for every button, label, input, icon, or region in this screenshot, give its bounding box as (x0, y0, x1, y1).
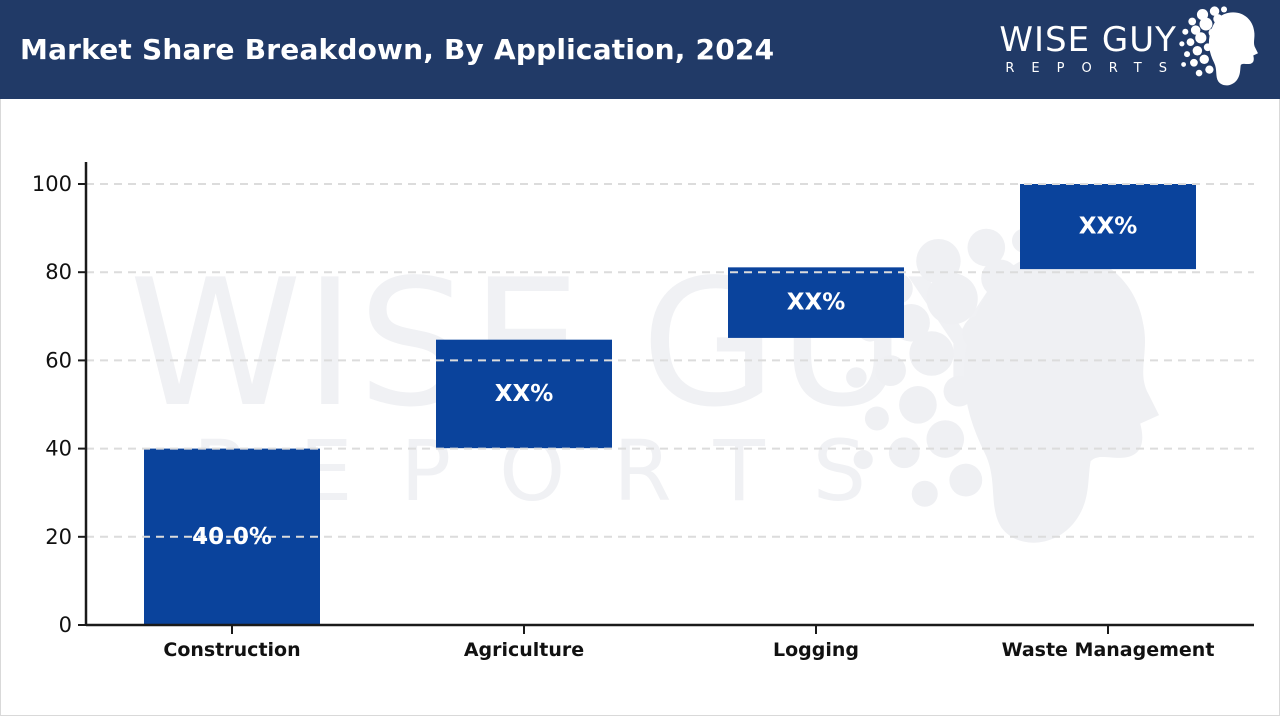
y-tick-label-40: 40 (45, 437, 72, 461)
y-tick-label-20: 20 (45, 525, 72, 549)
wiseguy-logo: WISE GUY REPORTS (999, 6, 1280, 92)
logo-wordmark: WISE GUY (999, 19, 1177, 60)
y-tick-label-80: 80 (45, 260, 72, 284)
y-tick-label-60: 60 (45, 348, 72, 372)
logo-head-icon (1179, 6, 1258, 86)
y-tick-label-100: 100 (32, 172, 72, 196)
page-title: Market Share Breakdown, By Application, … (20, 32, 775, 66)
bar-value-label-agriculture: XX% (495, 381, 554, 407)
bar-value-label-construction: 40.0% (192, 524, 272, 550)
waterfall-chart: 40.0% XX% XX% XX% 0 20 40 60 80 100 Construction Ag… (32, 161, 1254, 661)
bar-value-label-logging: XX% (787, 290, 846, 316)
y-tick-label-0: 0 (59, 613, 72, 637)
logo-text: WISE GUY REPORTS (999, 23, 1184, 76)
report-header: Market Share Breakdown, By Application, … (0, 0, 1280, 99)
x-axis-label-agriculture: Agriculture (464, 639, 584, 661)
bar-agriculture (436, 339, 612, 449)
x-axis-label-logging: Logging (773, 639, 859, 661)
x-axis-label-construction: Construction (163, 639, 300, 661)
chart-area: WISE GUY REPORTS 40.0% XX% XX% XX% 0 20 40 60 80… (1, 99, 1279, 715)
logo-subtitle: REPORTS (1005, 60, 1184, 76)
x-axis-label-waste-management: Waste Management (1002, 639, 1215, 661)
bar-value-label-waste-management: XX% (1079, 214, 1138, 240)
